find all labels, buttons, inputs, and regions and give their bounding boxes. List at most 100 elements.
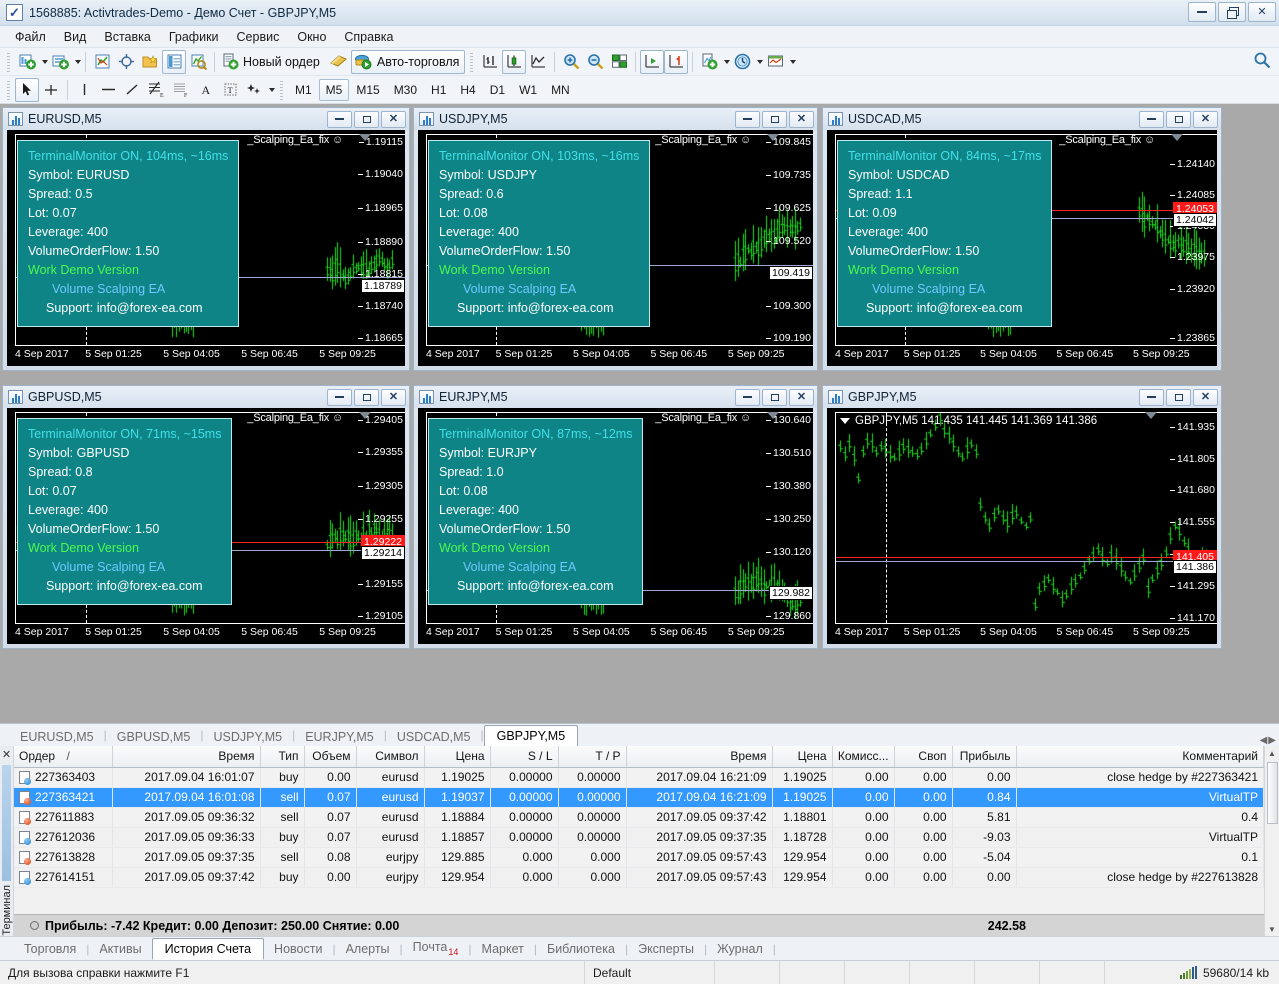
chart-minimize-button[interactable] <box>1139 110 1164 128</box>
orders-scrollbar[interactable]: ▲ ▼ <box>1264 746 1279 936</box>
chart-close-button[interactable]: ✕ <box>1193 110 1218 128</box>
price-axis-eurjpy[interactable]: 130.640 130.510 130.380 130.250 130.120 … <box>753 412 813 624</box>
close-button[interactable]: ✕ <box>1248 2 1276 22</box>
table-row[interactable]: 227612036 2017.09.05 09:36:33 buy 0.07 eurus… <box>14 827 1264 848</box>
col-symbol[interactable]: Символ <box>356 746 425 768</box>
chart-canvas-area[interactable]: GBPJPY,M5 141.435 141.445 141.369 141.38… <box>827 408 1217 644</box>
chart-canvas-area[interactable]: TerminalMonitor ON, 71ms, ~15ms Symbol: … <box>7 408 405 644</box>
table-row[interactable]: 227363421 2017.09.04 16:01:08 sell 0.07 euru… <box>14 787 1264 808</box>
bar-chart-icon[interactable] <box>478 50 502 74</box>
tab-scroll-right-icon[interactable]: ▶ <box>1268 735 1276 746</box>
timeframe-w1[interactable]: W1 <box>519 82 538 97</box>
col-close-price[interactable]: Цена <box>772 746 833 768</box>
navigator-icon[interactable] <box>138 50 162 74</box>
price-axis-usdjpy[interactable]: 109.845 109.735 109.625 109.520 109.300 … <box>753 134 813 346</box>
tab-scroll-left-icon[interactable]: ◀ <box>1259 735 1268 746</box>
terminal-close-icon[interactable]: ✕ <box>1 749 12 761</box>
chart-close-button[interactable]: ✕ <box>1193 388 1218 406</box>
tab-journal[interactable]: Журнал <box>717 941 763 956</box>
col-sl[interactable]: S / L <box>490 746 559 768</box>
chart-maximize-button[interactable] <box>762 110 787 128</box>
scroll-down-icon[interactable]: ▼ <box>1268 924 1276 934</box>
chart-maximize-button[interactable] <box>1166 388 1191 406</box>
crosshair-icon[interactable] <box>39 78 63 102</box>
menu-item-insert[interactable]: Вставка <box>104 29 151 44</box>
chart-minimize-button[interactable] <box>1139 388 1164 406</box>
cursor-icon[interactable] <box>15 77 39 102</box>
new-chart-icon[interactable] <box>15 50 39 74</box>
strategy-tester-icon[interactable] <box>186 50 210 74</box>
chart-workspace[interactable]: EURUSD,M5 ✕ TerminalMonitor ON, 104ms, ~… <box>0 104 1279 723</box>
templates-dropdown-icon[interactable] <box>790 59 797 64</box>
line-chart-icon[interactable] <box>526 50 550 74</box>
chart-canvas-area[interactable]: TerminalMonitor ON, 84ms, ~17ms Symbol: … <box>827 130 1217 366</box>
chart-window-usdjpy[interactable]: USDJPY,M5 ✕ TerminalMonitor ON, 103ms, ~… <box>413 107 818 371</box>
chart-minimize-button[interactable] <box>327 388 352 406</box>
chart-window-gbpjpy[interactable]: GBPJPY,M5 ✕ GBPJPY,M5 141.435 141.445 14… <box>822 385 1222 649</box>
search-icon[interactable] <box>1253 51 1271 72</box>
chart-minimize-button[interactable] <box>327 110 352 128</box>
table-row[interactable]: 227611883 2017.09.05 09:36:32 sell 0.07 euru… <box>14 807 1264 828</box>
timeframe-m30[interactable]: M30 <box>393 82 418 97</box>
chart-window-gbpusd[interactable]: GBPUSD,M5 ✕ TerminalMonitor ON, 71ms, ~1… <box>2 385 410 649</box>
timeframe-m5[interactable]: M5 <box>318 78 350 101</box>
new-order-button[interactable]: Новый ордер <box>219 50 326 74</box>
col-open-price[interactable]: Цена <box>424 746 491 768</box>
chart-maximize-button[interactable] <box>1166 110 1191 128</box>
tab-alerts[interactable]: Алерты <box>345 941 390 956</box>
toolbar-grip[interactable] <box>5 51 12 72</box>
toolbar-grip-4[interactable] <box>278 79 285 100</box>
terminal-sidebar-handle[interactable] <box>2 765 11 882</box>
chart-tab-usdjpy[interactable]: USDJPY,M5 <box>213 730 283 744</box>
timeframe-m1[interactable]: M1 <box>295 82 312 97</box>
chart-tab-gbpjpy[interactable]: GBPJPY,M5 <box>483 725 579 746</box>
chart-minimize-button[interactable] <box>735 110 760 128</box>
chart-maximize-button[interactable] <box>762 388 787 406</box>
menu-item-help[interactable]: Справка <box>344 29 394 44</box>
status-traffic[interactable]: 59680/14 kb <box>1179 966 1279 980</box>
chart-maximize-button[interactable] <box>354 110 379 128</box>
tab-market[interactable]: Маркет <box>481 941 524 956</box>
new-chart-dropdown-icon[interactable] <box>42 59 48 64</box>
chart-canvas-area[interactable]: TerminalMonitor ON, 104ms, ~16ms Symbol:… <box>7 130 405 366</box>
trendline-icon[interactable] <box>120 78 144 102</box>
vertical-line-icon[interactable] <box>72 78 96 102</box>
col-profit[interactable]: Прибыль <box>952 746 1017 768</box>
text-label-icon[interactable]: T <box>218 78 242 102</box>
menu-item-file[interactable]: Файл <box>15 29 46 44</box>
text-icon[interactable]: A <box>194 78 218 102</box>
col-close-time[interactable]: Время <box>626 746 773 768</box>
timeframe-h1[interactable]: H1 <box>431 82 447 97</box>
chart-minimize-button[interactable] <box>735 388 760 406</box>
col-commission[interactable]: Комисс... <box>832 746 895 768</box>
table-row[interactable]: 227613828 2017.09.05 09:37:35 sell 0.08 eurj… <box>14 847 1264 868</box>
menu-item-tools[interactable]: Сервис <box>236 29 280 44</box>
price-axis-eurusd[interactable]: 1.19115 1.19040 1.18965 1.18890 1.18815 … <box>345 134 405 346</box>
chart-window-eurusd[interactable]: EURUSD,M5 ✕ TerminalMonitor ON, 104ms, ~… <box>2 107 410 371</box>
scroll-up-icon[interactable]: ▲ <box>1268 748 1276 758</box>
candle-chart-icon[interactable] <box>502 49 527 74</box>
shapes-icon[interactable] <box>242 78 266 102</box>
chart-tab-eurusd[interactable]: EURUSD,M5 <box>20 730 94 744</box>
shapes-dropdown-icon[interactable] <box>269 87 275 92</box>
restore-button[interactable] <box>1218 2 1246 22</box>
menu-item-view[interactable]: Вид <box>63 29 87 44</box>
indicators-dropdown-icon[interactable] <box>724 59 731 64</box>
chart-close-button[interactable]: ✕ <box>381 388 406 406</box>
metaeditor-icon[interactable] <box>326 50 351 74</box>
tab-library[interactable]: Библиотека <box>546 941 615 956</box>
chart-close-button[interactable]: ✕ <box>381 110 406 128</box>
shift-end-icon[interactable] <box>640 49 665 74</box>
tab-news[interactable]: Новости <box>274 941 323 956</box>
chart-tab-eurjpy[interactable]: EURJPY,M5 <box>305 730 374 744</box>
orders-grid[interactable]: Ордер / Время Тип Объем Символ Цена S / … <box>14 746 1264 936</box>
timeframe-m15[interactable]: M15 <box>356 82 380 97</box>
period-dropdown-icon[interactable] <box>757 59 764 64</box>
price-axis-usdcad[interactable]: 1.24140 1.24085 1.24030 1.23975 1.23920 … <box>1157 134 1217 346</box>
minimize-button[interactable] <box>1188 2 1216 22</box>
toolbar-grip-3[interactable] <box>5 79 12 100</box>
price-axis-gbpjpy[interactable]: 141.935 141.805 141.680 141.555 141.435 … <box>1157 412 1217 624</box>
zoom-out-icon[interactable] <box>583 50 607 74</box>
chart-canvas-area[interactable]: TerminalMonitor ON, 87ms, ~12ms Symbol: … <box>418 408 813 644</box>
equidistant-channel-icon[interactable]: F <box>169 78 194 102</box>
